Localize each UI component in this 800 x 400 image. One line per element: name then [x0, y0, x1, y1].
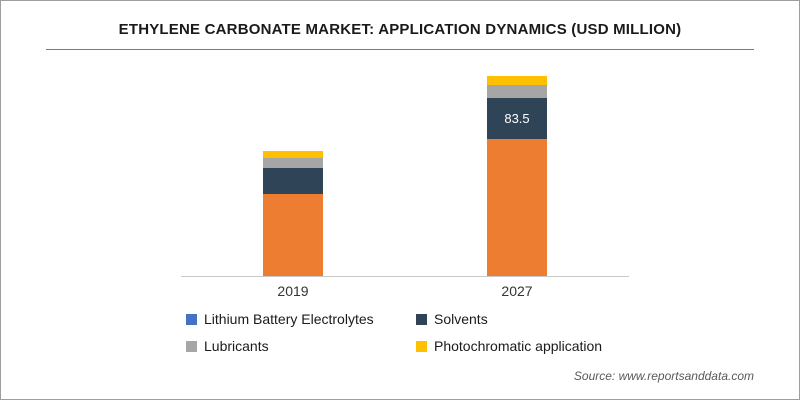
legend-item-lubricants: Lubricants [186, 338, 416, 354]
legend-swatch [186, 313, 197, 325]
legend-item-photochromatic-application: Photochromatic application [416, 338, 646, 354]
bar-data-label: 83.5 [504, 110, 530, 126]
legend-label: Lubricants [204, 338, 269, 354]
legend-swatch [186, 340, 197, 352]
title-divider [46, 49, 754, 50]
bar-segment-lubricants [263, 158, 323, 168]
bar-segment-solvents: 83.5 [487, 97, 547, 139]
x-axis-label: 2019 [277, 283, 309, 299]
legend-swatch [416, 313, 427, 325]
chart-title: ETHYLENE CARBONATE MARKET: APPLICATION D… [118, 21, 682, 38]
bar-segment-lubricants [487, 84, 547, 98]
legend-label: Lithium Battery Electrolytes [204, 311, 374, 327]
bar-segment-solvents [263, 167, 323, 194]
bar-segment-photochromatic-application [487, 76, 547, 85]
legend-item-lithium-battery-electrolytes: Lithium Battery Electrolytes [186, 311, 416, 327]
x-axis-label: 2027 [501, 283, 533, 299]
legend-label: Solvents [434, 311, 488, 327]
legend: Lithium Battery Electrolytes Solvents Lubr… [186, 311, 656, 354]
legend-swatch [416, 340, 427, 352]
bar-segment-lithium-battery-electrolytes [263, 193, 323, 276]
legend-item-solvents: Solvents [416, 311, 646, 327]
plot-area: 2019 83.5 2027 [181, 61, 629, 299]
source-note: Source: www.reportsanddata.com [573, 369, 754, 383]
legend-label: Photochromatic application [434, 338, 603, 354]
bar-segment-lithium-battery-electrolytes [487, 138, 547, 276]
bar-segment-photochromatic-application [263, 151, 323, 159]
